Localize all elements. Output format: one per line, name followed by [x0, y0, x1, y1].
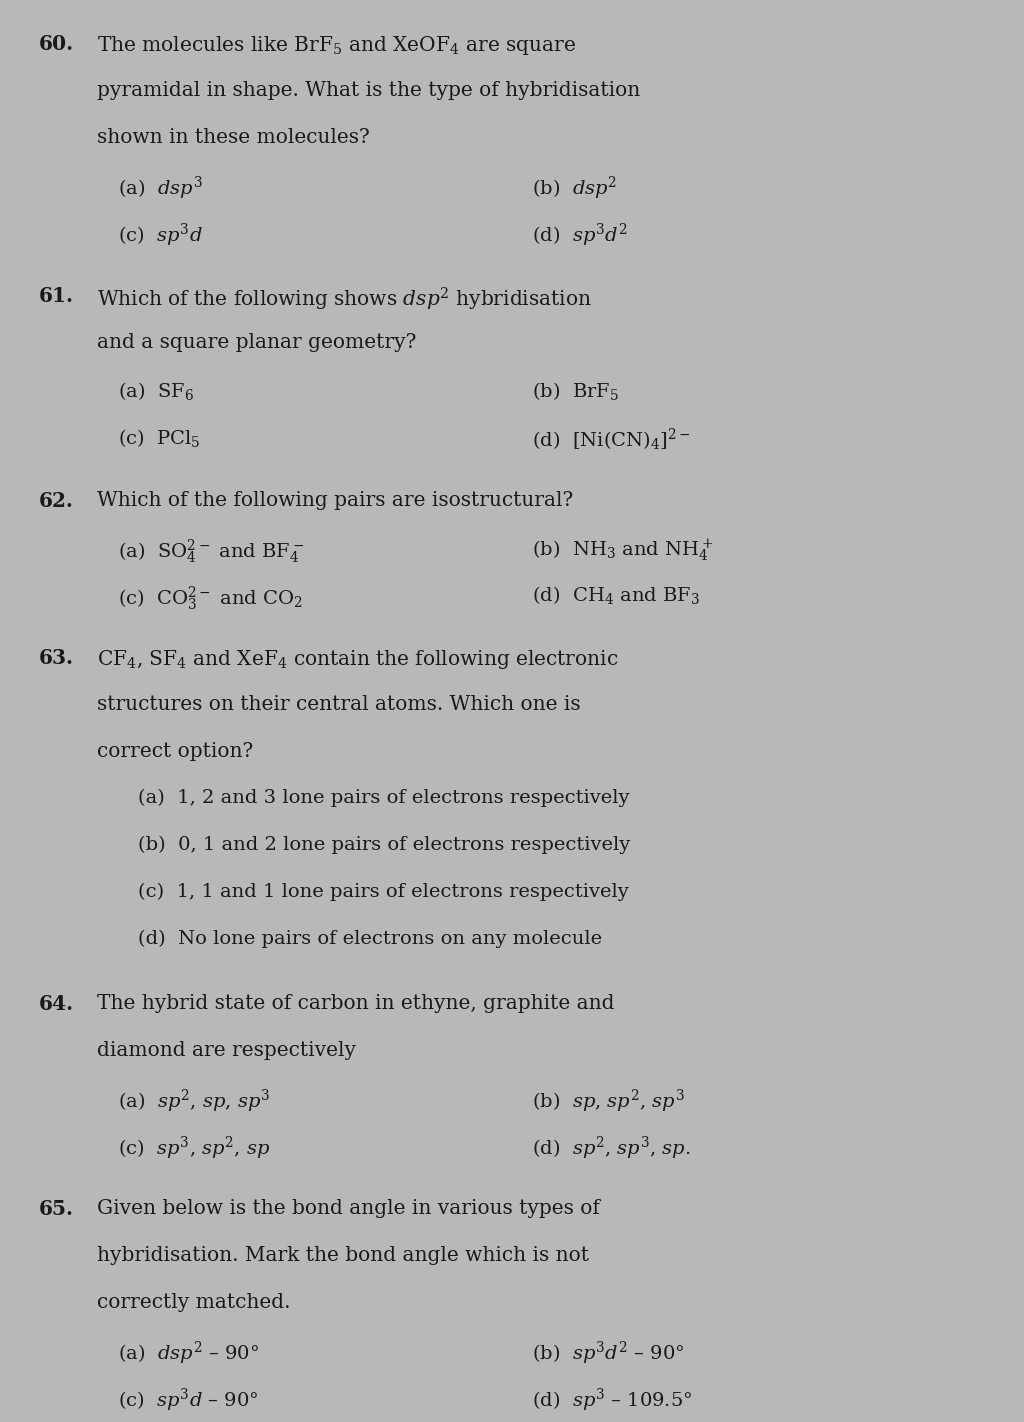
Text: (b)  NH$_3$ and NH$_4^+$: (b) NH$_3$ and NH$_4^+$	[532, 538, 714, 565]
Text: (c)  PCl$_5$: (c) PCl$_5$	[118, 427, 201, 448]
Text: (a)  $sp^2$, $sp$, $sp^3$: (a) $sp^2$, $sp$, $sp^3$	[118, 1088, 269, 1115]
Text: structures on their central atoms. Which one is: structures on their central atoms. Which…	[97, 695, 581, 714]
Text: (a)  1, 2 and 3 lone pairs of electrons respectively: (a) 1, 2 and 3 lone pairs of electrons r…	[138, 789, 630, 808]
Text: 63.: 63.	[39, 648, 74, 668]
Text: hybridisation. Mark the bond angle which is not: hybridisation. Mark the bond angle which…	[97, 1246, 589, 1264]
Text: (c)  CO$_3^{2-}$ and CO$_2$: (c) CO$_3^{2-}$ and CO$_2$	[118, 584, 302, 613]
Text: (c)  1, 1 and 1 lone pairs of electrons respectively: (c) 1, 1 and 1 lone pairs of electrons r…	[138, 883, 629, 902]
Text: (a)  SO$_4^{2-}$ and BF$_4^-$: (a) SO$_4^{2-}$ and BF$_4^-$	[118, 538, 304, 566]
Text: (b)  $sp^3d^2$ – 90°: (b) $sp^3d^2$ – 90°	[532, 1340, 685, 1367]
Text: The molecules like BrF$_5$ and XeOF$_4$ are square: The molecules like BrF$_5$ and XeOF$_4$ …	[97, 34, 577, 57]
Text: (a)  $dsp^3$: (a) $dsp^3$	[118, 175, 203, 202]
Text: 64.: 64.	[39, 994, 74, 1014]
Text: Which of the following pairs are isostructural?: Which of the following pairs are isostru…	[97, 491, 573, 509]
Text: (d)  [Ni(CN)$_4$]$^{2-}$: (d) [Ni(CN)$_4$]$^{2-}$	[532, 427, 691, 452]
Text: (d)  No lone pairs of electrons on any molecule: (d) No lone pairs of electrons on any mo…	[138, 930, 602, 948]
Text: (b)  BrF$_5$: (b) BrF$_5$	[532, 380, 620, 401]
Text: (c)  $sp^3d$ – 90°: (c) $sp^3d$ – 90°	[118, 1386, 258, 1413]
Text: (b)  0, 1 and 2 lone pairs of electrons respectively: (b) 0, 1 and 2 lone pairs of electrons r…	[138, 836, 631, 855]
Text: (d)  CH$_4$ and BF$_3$: (d) CH$_4$ and BF$_3$	[532, 584, 700, 606]
Text: shown in these molecules?: shown in these molecules?	[97, 128, 370, 146]
Text: (a)  SF$_6$: (a) SF$_6$	[118, 380, 194, 401]
Text: 62.: 62.	[39, 491, 74, 510]
Text: 60.: 60.	[39, 34, 74, 54]
Text: (d)  $sp^2$, $sp^3$, $sp$.: (d) $sp^2$, $sp^3$, $sp$.	[532, 1135, 691, 1162]
Text: pyramidal in shape. What is the type of hybridisation: pyramidal in shape. What is the type of …	[97, 81, 641, 100]
Text: (d)  $sp^3$ – 109.5°: (d) $sp^3$ – 109.5°	[532, 1386, 693, 1413]
Text: diamond are respectively: diamond are respectively	[97, 1041, 356, 1059]
Text: correctly matched.: correctly matched.	[97, 1293, 291, 1311]
Text: (c)  $sp^3d$: (c) $sp^3d$	[118, 222, 203, 249]
Text: The hybrid state of carbon in ethyne, graphite and: The hybrid state of carbon in ethyne, gr…	[97, 994, 614, 1012]
Text: (a)  $dsp^2$ – 90°: (a) $dsp^2$ – 90°	[118, 1340, 259, 1367]
Text: (b)  $sp$, $sp^2$, $sp^3$: (b) $sp$, $sp^2$, $sp^3$	[532, 1088, 685, 1115]
Text: and a square planar geometry?: and a square planar geometry?	[97, 333, 417, 351]
Text: Given below is the bond angle in various types of: Given below is the bond angle in various…	[97, 1199, 600, 1217]
Text: 61.: 61.	[39, 286, 74, 306]
Text: (b)  $dsp^2$: (b) $dsp^2$	[532, 175, 617, 202]
Text: 65.: 65.	[39, 1199, 74, 1219]
Text: CF$_4$, SF$_4$ and XeF$_4$ contain the following electronic: CF$_4$, SF$_4$ and XeF$_4$ contain the f…	[97, 648, 618, 671]
Text: (c)  $sp^3$, $sp^2$, $sp$: (c) $sp^3$, $sp^2$, $sp$	[118, 1135, 270, 1162]
Text: Which of the following shows $dsp^2$ hybridisation: Which of the following shows $dsp^2$ hyb…	[97, 286, 592, 313]
Text: correct option?: correct option?	[97, 742, 254, 761]
Text: (d)  $sp^3d^2$: (d) $sp^3d^2$	[532, 222, 628, 249]
